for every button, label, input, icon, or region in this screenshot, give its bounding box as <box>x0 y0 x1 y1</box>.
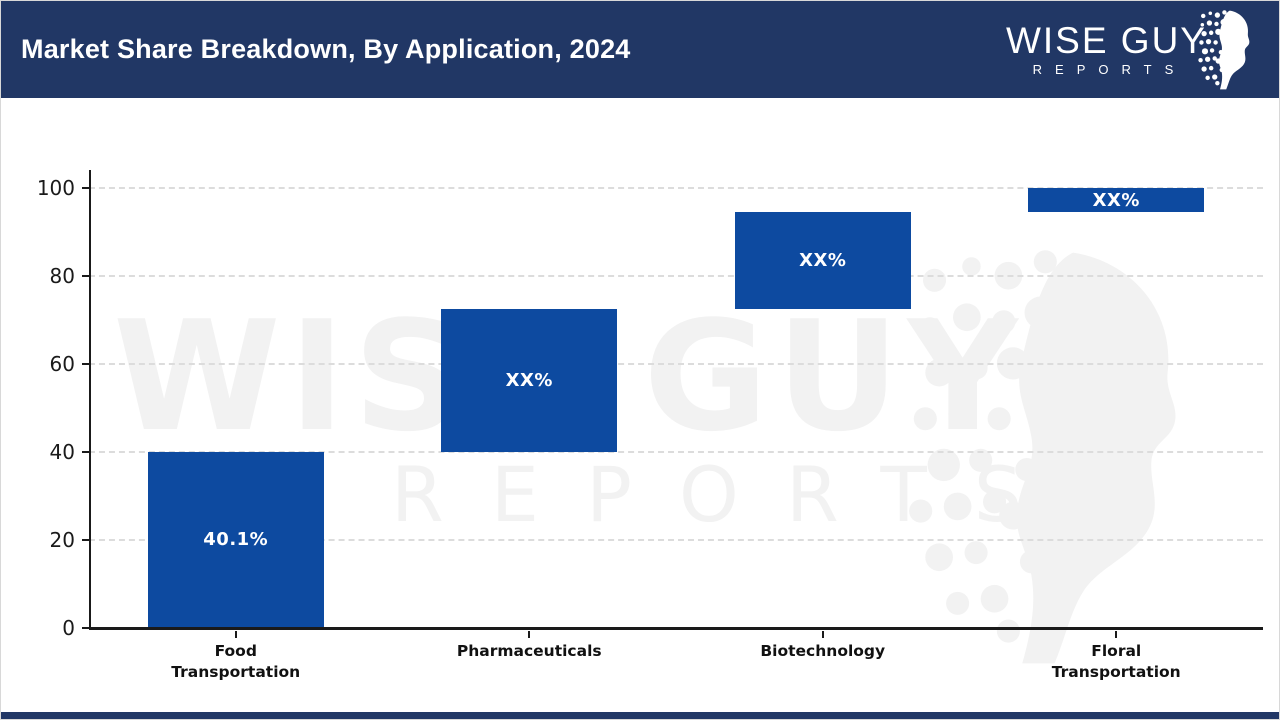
logo-wordmark-main: WISE GUY <box>1005 20 1207 61</box>
bar: 40.1% <box>147 451 324 628</box>
chart-area: WISE GUY REPORTS 0 20 40 60 80 100 40.1% XX% XX%… <box>1 98 1279 715</box>
x-axis-line <box>89 627 1263 630</box>
y-tick-label: 20 <box>49 528 75 552</box>
x-tick-label: Food Transportation <box>171 642 301 681</box>
y-tick-label: 40 <box>49 440 75 464</box>
x-tick-label: Floral Transportation <box>1051 642 1181 681</box>
y-tick-mark <box>82 451 89 453</box>
logo-wordmark: WISE GUY REPORTS <box>1006 22 1207 77</box>
y-tick-label: 0 <box>62 616 75 640</box>
bar: XX% <box>1028 188 1205 213</box>
x-tick-label: Biotechnology <box>760 642 886 660</box>
gridline <box>89 363 1263 365</box>
x-tick-mark <box>234 631 237 638</box>
y-tick-label: 60 <box>49 352 75 376</box>
gridline <box>89 451 1263 453</box>
x-tick-mark <box>1115 631 1118 638</box>
y-tick-mark <box>82 187 89 189</box>
bar-value-label: XX% <box>799 249 847 271</box>
footer-bar <box>1 712 1279 719</box>
y-tick-label: 100 <box>36 176 75 200</box>
y-tick-mark <box>82 275 89 277</box>
gridline <box>89 187 1263 189</box>
header: Market Share Breakdown, By Application, … <box>1 1 1279 98</box>
y-tick-mark <box>82 363 89 365</box>
page-title: Market Share Breakdown, By Application, … <box>21 34 631 64</box>
y-tick-mark <box>82 627 89 629</box>
bar-value-label: 40.1% <box>203 529 269 551</box>
bar-value-label: XX% <box>505 369 553 391</box>
x-tick-label: Pharmaceuticals <box>456 642 602 660</box>
gridline <box>89 275 1263 277</box>
y-tick-mark <box>82 539 89 541</box>
x-tick-mark <box>528 631 531 638</box>
y-axis-line <box>89 170 91 630</box>
x-tick-mark <box>821 631 824 638</box>
bar-value-label: XX% <box>1092 189 1140 211</box>
bar: XX% <box>441 308 618 452</box>
logo-wordmark-sub: REPORTS <box>1032 62 1187 77</box>
brand-logo: WISE GUY REPORTS <box>1006 8 1255 92</box>
gridline <box>89 539 1263 541</box>
bar: XX% <box>734 212 911 309</box>
watermark-text-sub: REPORTS <box>391 450 1070 539</box>
y-tick-label: 80 <box>49 264 75 288</box>
